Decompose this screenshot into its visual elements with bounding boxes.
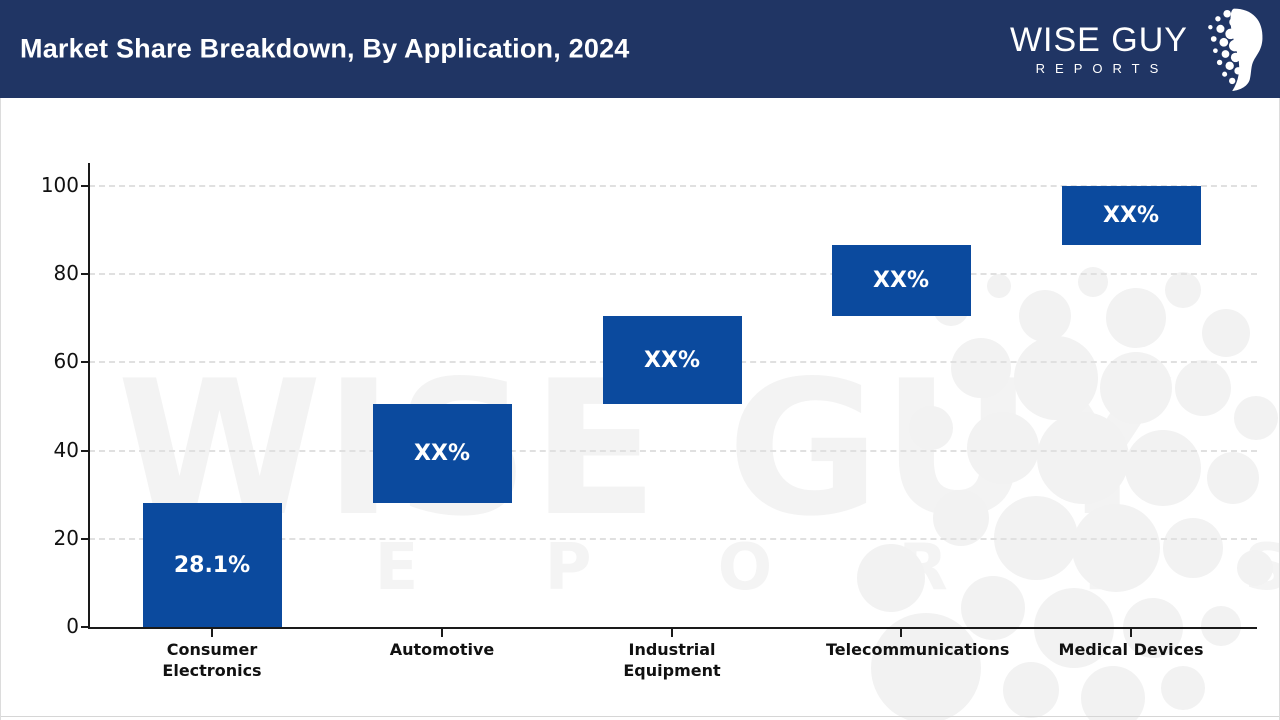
chart-canvas: WISE GUY R E P O R T S 0 20 40 60 80 100 28.1%… xyxy=(0,98,1280,720)
x-axis-line xyxy=(88,627,1257,629)
bar-value-label: XX% xyxy=(873,268,929,294)
y-tick-mark xyxy=(81,537,89,540)
bar-medical-devices: XX% xyxy=(1061,186,1201,246)
y-tick-mark xyxy=(81,626,89,628)
x-tick-mark xyxy=(211,629,213,637)
x-category-label: Medical Devices xyxy=(1058,640,1204,659)
x-tick-mark xyxy=(900,629,902,637)
bar-value-label: XX% xyxy=(414,441,470,467)
x-tick-mark xyxy=(671,629,673,637)
y-tick-label: 40 xyxy=(53,437,79,462)
logo-subtitle: REPORTS xyxy=(1035,60,1169,76)
x-category-label: Industrial Equipment xyxy=(623,640,721,680)
x-tick-mark xyxy=(1130,629,1132,637)
bar-value-label: XX% xyxy=(644,347,700,373)
gridline xyxy=(89,185,1257,187)
gridline xyxy=(89,449,1257,452)
gridline xyxy=(89,273,1257,276)
x-category-label: Automotive xyxy=(389,640,495,659)
x-category-label: Telecommunications xyxy=(826,640,1010,659)
wiseguy-face-icon xyxy=(1208,8,1263,91)
page-title: Market Share Breakdown, By Application, … xyxy=(20,33,630,64)
bar-value-label: 28.1% xyxy=(173,552,251,578)
logo-wordmark: WISE GUY xyxy=(1009,20,1188,59)
y-tick-mark xyxy=(81,361,89,364)
bar-value-label: XX% xyxy=(1103,203,1159,229)
header-bar: Market Share Breakdown, By Application, … xyxy=(0,0,1280,98)
y-tick-label: 60 xyxy=(53,349,79,374)
frame-border-bottom xyxy=(1,716,1279,717)
wise-guy-reports-logo: WISE GUY REPORTS xyxy=(1010,7,1266,91)
gridline xyxy=(89,537,1257,540)
bar-automotive: XX% xyxy=(372,404,512,504)
bar-consumer-electronics: 28.1% xyxy=(142,503,282,627)
y-tick-mark xyxy=(81,185,89,187)
y-tick-mark xyxy=(81,273,89,276)
y-tick-label: 80 xyxy=(53,261,79,286)
x-category-label: Consumer Electronics xyxy=(162,640,262,680)
y-axis-line xyxy=(88,163,90,629)
y-tick-label: 0 xyxy=(66,614,79,638)
x-tick-mark xyxy=(441,629,443,637)
y-tick-label: 20 xyxy=(53,525,79,550)
y-tick-label: 100 xyxy=(40,173,79,197)
logo-text: WISE GUY REPORTS xyxy=(1010,23,1188,76)
y-tick-mark xyxy=(81,449,89,452)
bar-industrial-equipment: XX% xyxy=(602,316,742,405)
bar-telecommunications: XX% xyxy=(831,245,971,317)
watermark-face-icon xyxy=(857,267,1278,720)
